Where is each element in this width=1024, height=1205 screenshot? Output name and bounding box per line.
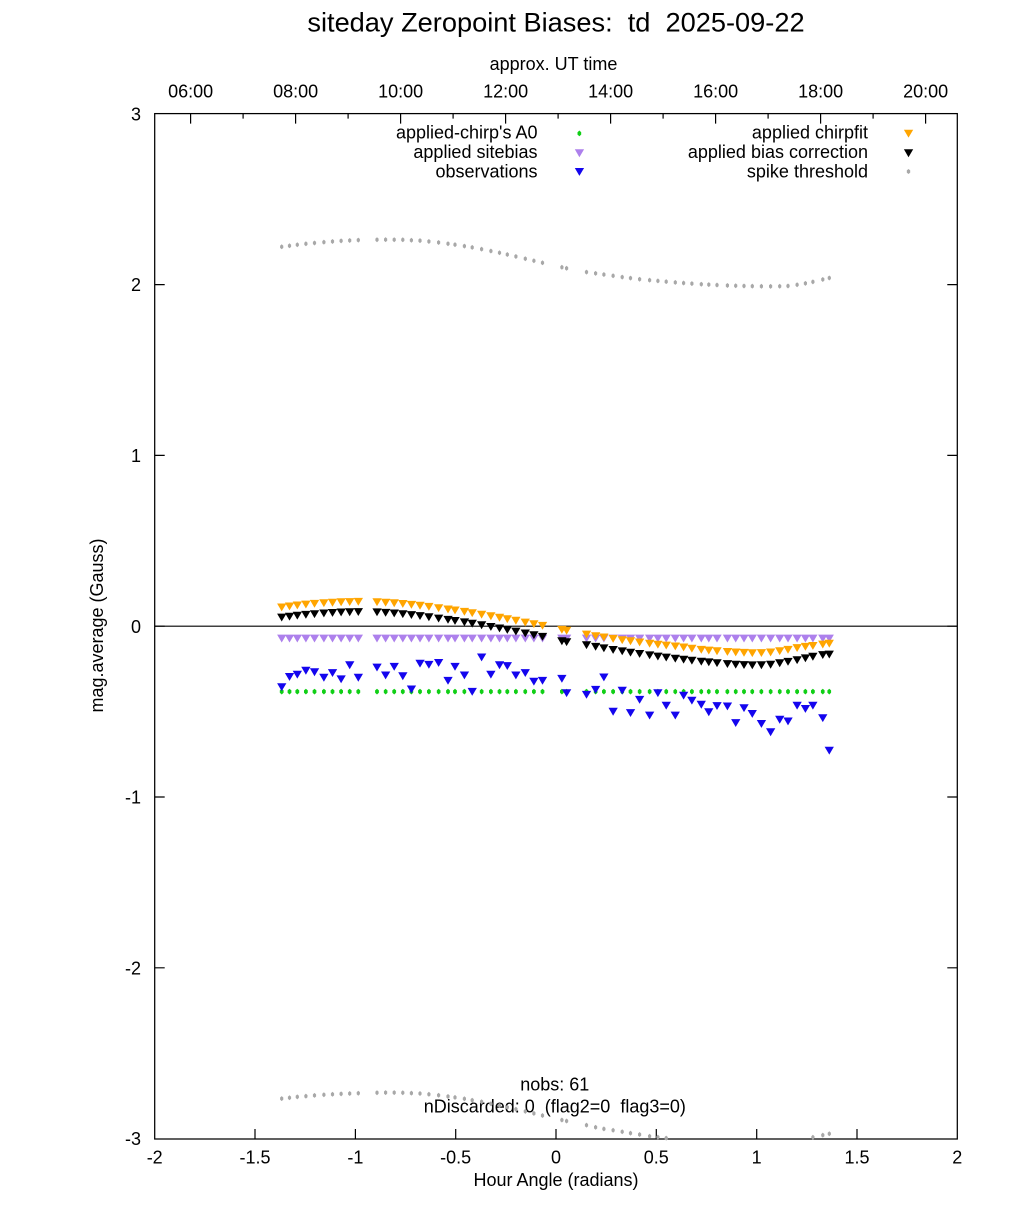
svg-text:14:00: 14:00 (588, 82, 633, 102)
svg-text:-1.5: -1.5 (240, 1148, 271, 1168)
svg-text:observations: observations (435, 161, 537, 181)
svg-text:12:00: 12:00 (483, 82, 528, 102)
svg-text:06:00: 06:00 (168, 82, 213, 102)
svg-text:-2: -2 (147, 1148, 163, 1168)
svg-text:mag.average (Gauss): mag.average (Gauss) (87, 538, 107, 712)
svg-text:1: 1 (752, 1148, 762, 1168)
svg-text:nobs: 61: nobs: 61 (520, 1075, 589, 1095)
svg-text:3: 3 (131, 104, 141, 124)
svg-text:applied sitebias: applied sitebias (413, 142, 537, 162)
svg-text:-2: -2 (125, 958, 141, 978)
svg-text:2: 2 (952, 1148, 962, 1168)
svg-text:spike threshold: spike threshold (747, 161, 868, 181)
svg-text:10:00: 10:00 (378, 82, 423, 102)
svg-text:approx. UT time: approx. UT time (490, 54, 618, 74)
svg-text:18:00: 18:00 (798, 82, 843, 102)
svg-text:0: 0 (551, 1148, 561, 1168)
svg-text:nDiscarded: 0 (flag2=0 flag3: nDiscarded: 0 (flag2=0 flag3=0) (424, 1097, 686, 1117)
svg-text:-1: -1 (125, 788, 141, 808)
svg-text:-1: -1 (347, 1148, 363, 1168)
svg-text:applied chirpfit: applied chirpfit (752, 123, 868, 143)
svg-text:1.5: 1.5 (844, 1148, 869, 1168)
svg-text:1: 1 (131, 446, 141, 466)
svg-text:0: 0 (131, 617, 141, 637)
svg-text:siteday Zeropoint Biases: td: siteday Zeropoint Biases: td 2025-09-22 (307, 7, 804, 38)
svg-text:20:00: 20:00 (903, 82, 948, 102)
svg-text:Hour Angle (radians): Hour Angle (radians) (473, 1170, 638, 1190)
svg-text:0.5: 0.5 (644, 1148, 669, 1168)
svg-text:applied bias correction: applied bias correction (688, 142, 868, 162)
svg-text:2: 2 (131, 275, 141, 295)
svg-text:-0.5: -0.5 (440, 1148, 471, 1168)
svg-text:-3: -3 (125, 1129, 141, 1149)
svg-text:08:00: 08:00 (273, 82, 318, 102)
svg-text:16:00: 16:00 (693, 82, 738, 102)
svg-text:applied-chirp's A0: applied-chirp's A0 (396, 123, 538, 143)
